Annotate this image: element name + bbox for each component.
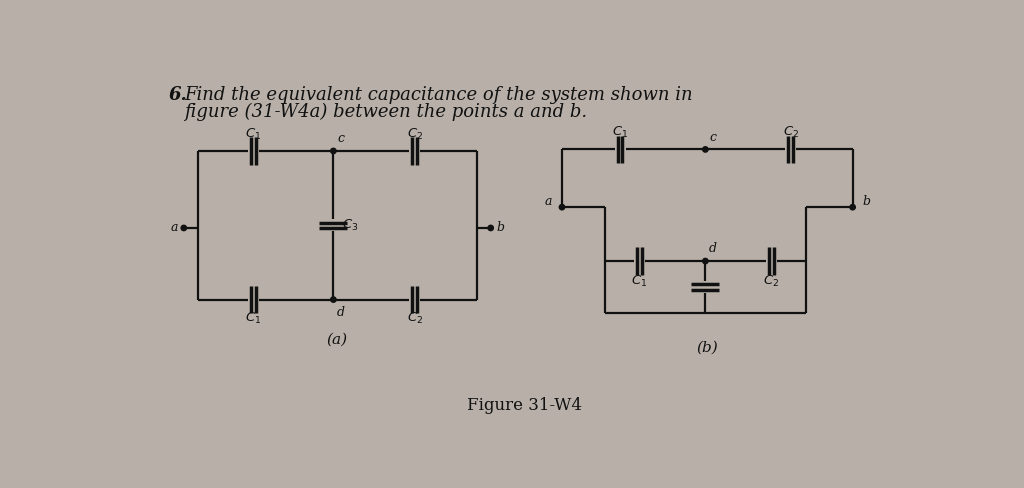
Text: c: c (338, 132, 345, 145)
Text: c: c (710, 131, 717, 143)
Text: (b): (b) (696, 340, 718, 354)
Text: a: a (171, 222, 178, 234)
Text: $C_2$: $C_2$ (407, 126, 423, 142)
Circle shape (559, 204, 564, 210)
Text: d: d (710, 242, 717, 255)
Text: $C_1$: $C_1$ (246, 310, 262, 325)
Text: $C_2$: $C_2$ (763, 274, 779, 288)
Circle shape (702, 258, 708, 264)
Text: $C_3$: $C_3$ (342, 218, 358, 233)
Text: $C_1$: $C_1$ (612, 125, 629, 140)
Text: (a): (a) (327, 333, 348, 346)
Circle shape (331, 297, 336, 302)
Text: $C_1$: $C_1$ (632, 274, 647, 288)
Text: $C_2$: $C_2$ (782, 125, 799, 140)
Circle shape (702, 147, 708, 152)
Circle shape (488, 225, 494, 231)
Text: Figure 31-W4: Figure 31-W4 (467, 397, 583, 413)
Circle shape (331, 148, 336, 154)
Text: d: d (337, 306, 345, 319)
Text: figure (31-W4a) between the points a and b.: figure (31-W4a) between the points a and… (183, 103, 587, 122)
Circle shape (850, 204, 855, 210)
Text: $C_1$: $C_1$ (246, 126, 262, 142)
Text: a: a (545, 195, 552, 207)
Text: Find the equivalent capacitance of the system shown in: Find the equivalent capacitance of the s… (183, 86, 692, 104)
Text: $C_2$: $C_2$ (407, 310, 423, 325)
Circle shape (181, 225, 186, 231)
Text: 6.: 6. (168, 86, 187, 104)
Text: b: b (496, 222, 504, 234)
Text: b: b (862, 195, 870, 207)
